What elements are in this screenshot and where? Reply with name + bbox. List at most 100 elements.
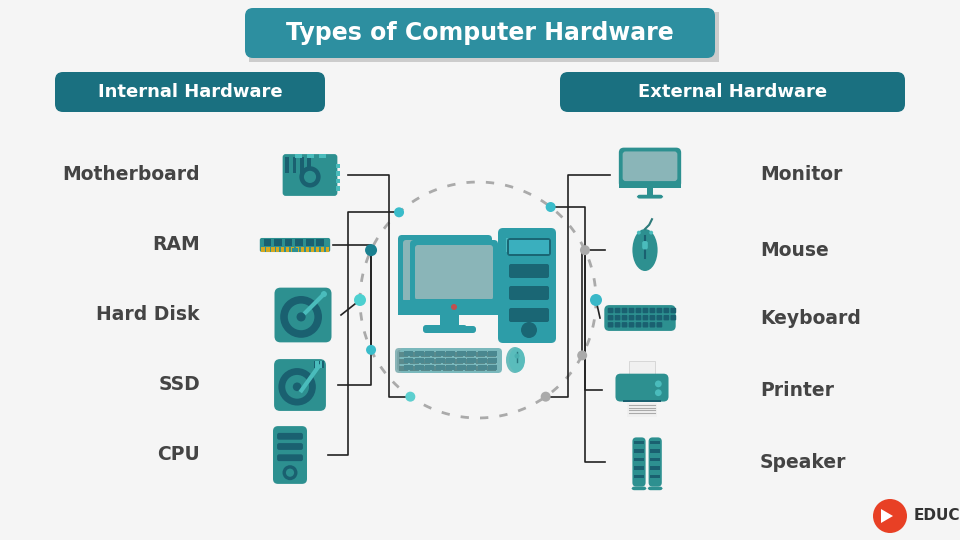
Circle shape bbox=[540, 392, 551, 402]
Circle shape bbox=[293, 382, 301, 391]
FancyBboxPatch shape bbox=[275, 359, 325, 411]
Bar bbox=[647, 188, 653, 195]
Circle shape bbox=[354, 294, 366, 306]
FancyBboxPatch shape bbox=[619, 147, 682, 188]
Bar bbox=[336, 179, 340, 184]
FancyBboxPatch shape bbox=[650, 322, 656, 328]
Bar bbox=[266, 247, 270, 252]
Bar bbox=[317, 239, 324, 246]
Bar bbox=[296, 247, 300, 252]
Bar bbox=[275, 239, 282, 246]
Bar bbox=[467, 365, 476, 370]
Bar bbox=[440, 315, 450, 327]
Bar bbox=[306, 247, 309, 252]
Circle shape bbox=[512, 353, 518, 359]
Text: SSD: SSD bbox=[158, 375, 200, 395]
Circle shape bbox=[442, 305, 448, 311]
Bar bbox=[627, 403, 658, 417]
Bar bbox=[488, 365, 497, 370]
Bar bbox=[446, 351, 455, 356]
FancyBboxPatch shape bbox=[508, 263, 546, 277]
FancyBboxPatch shape bbox=[642, 308, 648, 313]
FancyBboxPatch shape bbox=[277, 433, 303, 440]
Circle shape bbox=[286, 469, 294, 477]
Bar bbox=[487, 352, 496, 357]
FancyBboxPatch shape bbox=[642, 315, 648, 320]
Circle shape bbox=[278, 368, 316, 406]
Bar bbox=[415, 351, 423, 356]
Bar bbox=[311, 247, 314, 252]
Bar bbox=[306, 239, 314, 246]
Bar bbox=[415, 358, 423, 363]
Bar bbox=[261, 247, 265, 252]
Bar bbox=[443, 366, 452, 371]
FancyBboxPatch shape bbox=[560, 72, 905, 112]
Bar bbox=[477, 358, 487, 363]
Bar bbox=[404, 358, 413, 363]
FancyBboxPatch shape bbox=[636, 195, 663, 199]
Bar bbox=[319, 154, 326, 158]
Bar bbox=[295, 154, 301, 158]
FancyBboxPatch shape bbox=[432, 326, 476, 333]
Circle shape bbox=[321, 291, 327, 297]
Ellipse shape bbox=[633, 229, 658, 271]
Bar bbox=[432, 366, 441, 371]
Bar bbox=[399, 366, 408, 371]
FancyBboxPatch shape bbox=[657, 322, 662, 328]
Bar bbox=[425, 365, 434, 370]
Bar bbox=[634, 466, 644, 469]
Bar bbox=[415, 365, 423, 370]
FancyBboxPatch shape bbox=[423, 325, 467, 333]
Bar bbox=[249, 12, 719, 62]
FancyBboxPatch shape bbox=[622, 308, 628, 313]
Bar bbox=[465, 366, 474, 371]
FancyBboxPatch shape bbox=[397, 350, 495, 371]
FancyBboxPatch shape bbox=[633, 437, 645, 487]
Bar bbox=[509, 240, 549, 254]
Bar bbox=[488, 351, 497, 356]
Circle shape bbox=[366, 345, 376, 355]
FancyBboxPatch shape bbox=[650, 315, 656, 320]
FancyBboxPatch shape bbox=[629, 308, 635, 313]
FancyBboxPatch shape bbox=[649, 437, 661, 487]
FancyBboxPatch shape bbox=[657, 308, 662, 313]
Bar bbox=[432, 359, 441, 364]
FancyBboxPatch shape bbox=[636, 322, 641, 328]
Circle shape bbox=[280, 296, 322, 338]
Circle shape bbox=[577, 350, 588, 360]
Circle shape bbox=[394, 207, 404, 217]
FancyBboxPatch shape bbox=[507, 238, 551, 256]
Bar bbox=[454, 366, 463, 371]
FancyBboxPatch shape bbox=[400, 348, 502, 373]
FancyBboxPatch shape bbox=[663, 308, 669, 313]
Circle shape bbox=[365, 244, 377, 256]
FancyBboxPatch shape bbox=[282, 154, 337, 196]
Bar bbox=[421, 366, 430, 371]
FancyBboxPatch shape bbox=[615, 374, 668, 402]
Circle shape bbox=[300, 166, 321, 187]
Bar bbox=[317, 361, 319, 368]
Circle shape bbox=[304, 171, 316, 183]
Bar bbox=[650, 458, 660, 461]
Bar bbox=[634, 475, 644, 478]
FancyBboxPatch shape bbox=[623, 151, 678, 181]
Bar bbox=[650, 449, 660, 453]
Bar bbox=[446, 358, 455, 363]
Bar bbox=[457, 351, 466, 356]
Bar bbox=[336, 171, 340, 176]
FancyBboxPatch shape bbox=[504, 236, 550, 254]
Bar bbox=[307, 154, 314, 158]
Text: CPU: CPU bbox=[157, 446, 200, 464]
Circle shape bbox=[636, 231, 641, 234]
Bar bbox=[291, 247, 295, 252]
Bar bbox=[488, 358, 497, 363]
Text: Keyboard: Keyboard bbox=[760, 308, 861, 327]
Bar bbox=[506, 238, 548, 252]
Bar bbox=[476, 359, 485, 364]
Bar bbox=[410, 352, 419, 357]
Bar bbox=[634, 458, 644, 461]
FancyBboxPatch shape bbox=[608, 315, 613, 320]
FancyBboxPatch shape bbox=[614, 322, 620, 328]
Text: Speaker: Speaker bbox=[760, 453, 847, 471]
Bar bbox=[476, 366, 485, 371]
